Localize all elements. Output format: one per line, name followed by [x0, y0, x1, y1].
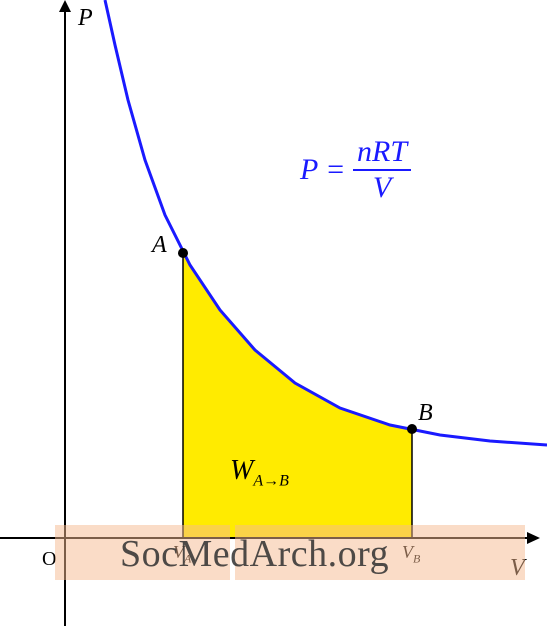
point-a: [178, 248, 188, 258]
y-axis-arrow: [59, 0, 71, 12]
eq-lhs: P: [300, 153, 318, 186]
work-sub-arrow: →: [263, 473, 279, 490]
work-symbol: W: [230, 455, 253, 486]
eq-numerator: nRT: [353, 135, 411, 169]
work-sub-from: A: [253, 473, 263, 490]
work-sub-to: B: [279, 473, 289, 490]
point-b: [407, 424, 417, 434]
y-axis-label: P: [78, 5, 93, 32]
point-b-label: B: [418, 400, 433, 427]
isotherm-curve: [105, 0, 547, 445]
x-axis-arrow: [527, 532, 540, 544]
work-region: [183, 253, 412, 538]
watermark-text: SocMedArch.org: [120, 532, 389, 576]
eq-equals: =: [325, 153, 345, 186]
pv-diagram: P V O A B P = nRT V WA→B VA VB SocMedArc…: [0, 0, 547, 626]
point-a-label: A: [152, 232, 167, 259]
eq-denominator: V: [353, 171, 411, 205]
work-label: WA→B: [230, 455, 289, 491]
ideal-gas-equation: P = nRT V: [300, 135, 411, 205]
